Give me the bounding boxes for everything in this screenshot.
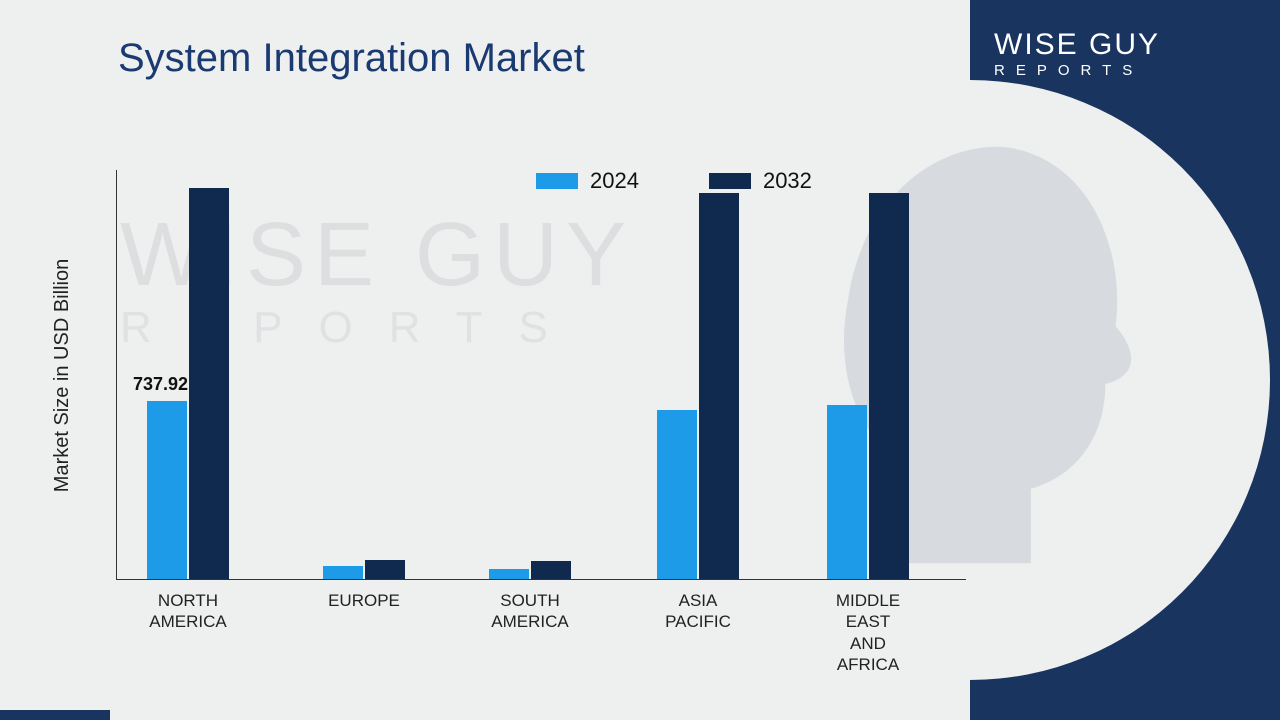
side-panel: WISE GUY REPORTS (970, 0, 1280, 720)
bar-series-b (365, 560, 405, 579)
bar-group (827, 193, 909, 579)
bar-series-b (189, 188, 229, 579)
brand-logo: WISE GUY REPORTS (994, 30, 1244, 79)
bar-series-a (489, 569, 529, 579)
bar-chart: 2024 2032 Market Size in USD Billion 737… (96, 170, 976, 630)
bar-value-annotation: 737.92 (133, 374, 188, 395)
bar-series-b (531, 561, 571, 579)
bar-group (323, 560, 405, 579)
brand-logo-main: WISE GUY (994, 30, 1244, 60)
page-root: WISE GUY REPORTS System Integration Mark… (0, 0, 1280, 720)
bar-series-a (657, 410, 697, 579)
bar-group (489, 561, 571, 579)
x-axis-category-label: NORTHAMERICA (128, 590, 248, 633)
x-axis-category-label: MIDDLEEASTANDAFRICA (808, 590, 928, 675)
brand-logo-sub: REPORTS (994, 62, 1244, 79)
x-axis-category-label: ASIAPACIFIC (638, 590, 758, 633)
bar-group (657, 193, 739, 579)
page-title: System Integration Market (118, 36, 585, 81)
bar-series-b (869, 193, 909, 579)
bar-series-b (699, 193, 739, 579)
footer-accent-bar (0, 710, 110, 720)
bar-series-a (323, 566, 363, 579)
bar-series-a (827, 405, 867, 579)
x-axis-category-label: SOUTHAMERICA (470, 590, 590, 633)
x-axis-category-label: EUROPE (314, 590, 414, 611)
chart-plot-area: 737.92NORTHAMERICAEUROPESOUTHAMERICAASIA… (116, 170, 966, 580)
y-axis-label: Market Size in USD Billion (48, 170, 78, 580)
bar-series-a (147, 401, 187, 579)
